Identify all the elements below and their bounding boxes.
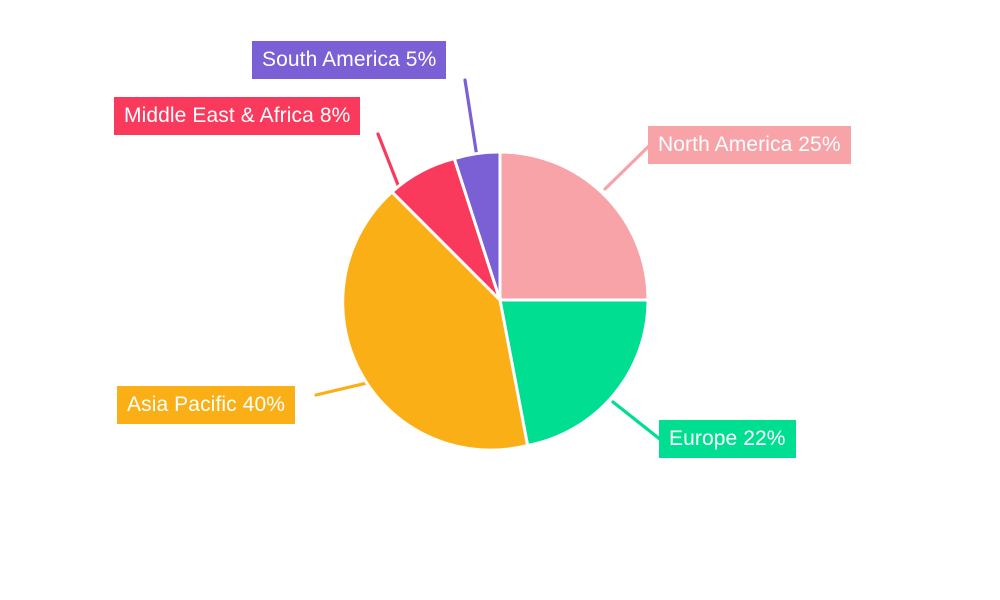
leader-line-north-america bbox=[603, 143, 652, 191]
wedge-europe[interactable] bbox=[498, 298, 650, 448]
leader-line-south-america bbox=[463, 78, 479, 159]
wedge-north-america[interactable] bbox=[498, 150, 650, 302]
pie-label-europe[interactable]: Europe 22% bbox=[659, 420, 796, 458]
wedge-south-america[interactable] bbox=[452, 150, 502, 301]
pie-label-asia-pacific[interactable]: Asia Pacific 40% bbox=[117, 386, 296, 424]
leader-line-middle-east-africa bbox=[376, 132, 402, 192]
pie-label-south-america[interactable]: South America 5% bbox=[252, 41, 447, 79]
pie-label-middle-east-africa[interactable]: Middle East & Africa 8% bbox=[114, 97, 361, 135]
pie-label-north-america[interactable]: North America 25% bbox=[648, 126, 851, 164]
pie-wedges bbox=[341, 150, 650, 452]
wedge-asia-pacific[interactable] bbox=[341, 189, 530, 452]
leader-line-europe bbox=[611, 400, 663, 442]
